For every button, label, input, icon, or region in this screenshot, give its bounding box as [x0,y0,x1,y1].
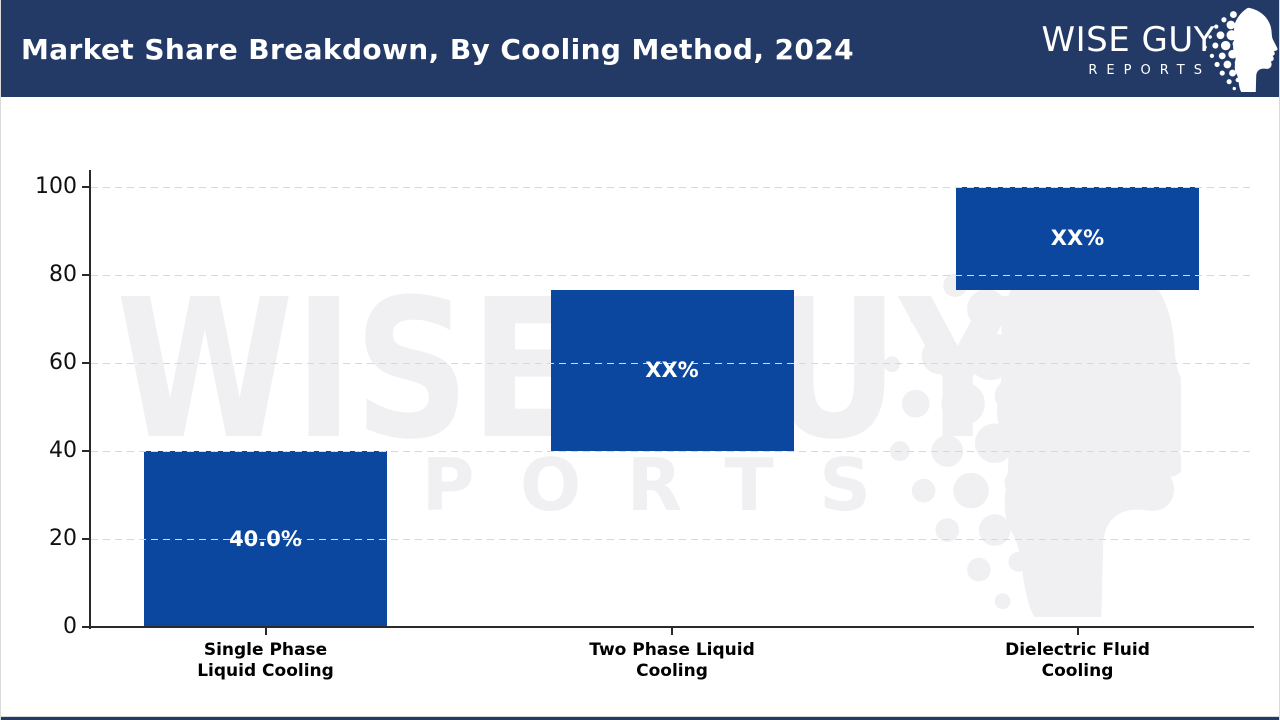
gridline-20 [91,538,1254,540]
bottom-border [1,716,1279,717]
wiseguy-face-icon [1203,7,1278,92]
y-tick-label: 100 [35,174,77,199]
y-tick-80 [82,274,90,276]
bar-segment [550,289,794,451]
x-tick [671,628,673,635]
y-tick-100 [82,186,90,188]
y-tick-40 [82,450,90,452]
header: Market Share Breakdown, By Cooling Metho… [1,0,1279,97]
bar-value-label: XX% [1050,226,1105,251]
category-label-line: Dielectric Fluid [1005,640,1150,660]
x-tick [1076,628,1079,635]
bar-value-label: XX% [645,358,699,383]
y-tick-label: 20 [49,526,77,551]
wiseguy-logo: WISE GUY REPORTS [1031,0,1279,97]
y-tick-0 [82,626,90,628]
logo-subtitle: REPORTS [1088,63,1211,78]
x-axis-line [89,626,1254,628]
category-label: Dielectric Fluid Cooling [928,640,1228,682]
category-label-line: Cooling [1041,661,1114,681]
gridline-80 [91,274,1254,276]
y-tick-label: 0 [63,614,77,639]
y-tick-label: 40 [49,438,77,463]
x-tick [264,628,267,635]
bar-segment [956,187,1199,290]
footer-stripe [1,717,1279,720]
page-title: Market Share Breakdown, By Cooling Metho… [21,33,855,66]
logo-wordmark: WISE GUY [1041,20,1215,60]
gridline-40 [91,450,1254,452]
y-tick-label: 80 [49,262,77,287]
gridline-60 [91,362,1254,364]
category-label-line: Two Phase Liquid [589,640,755,660]
y-tick-20 [82,538,90,540]
category-label: Single Phase Liquid Cooling [116,640,416,682]
category-label-line: Cooling [636,661,708,681]
y-axis-line [89,170,91,629]
bar-value-label: 40.0% [229,527,302,551]
category-label-line: Single Phase [203,640,328,660]
y-tick-label: 60 [49,350,77,375]
category-label-line: Liquid Cooling [197,661,334,681]
y-tick-60 [82,362,90,364]
category-label: Two Phase Liquid Cooling [522,640,822,682]
gridline-100 [91,186,1254,188]
